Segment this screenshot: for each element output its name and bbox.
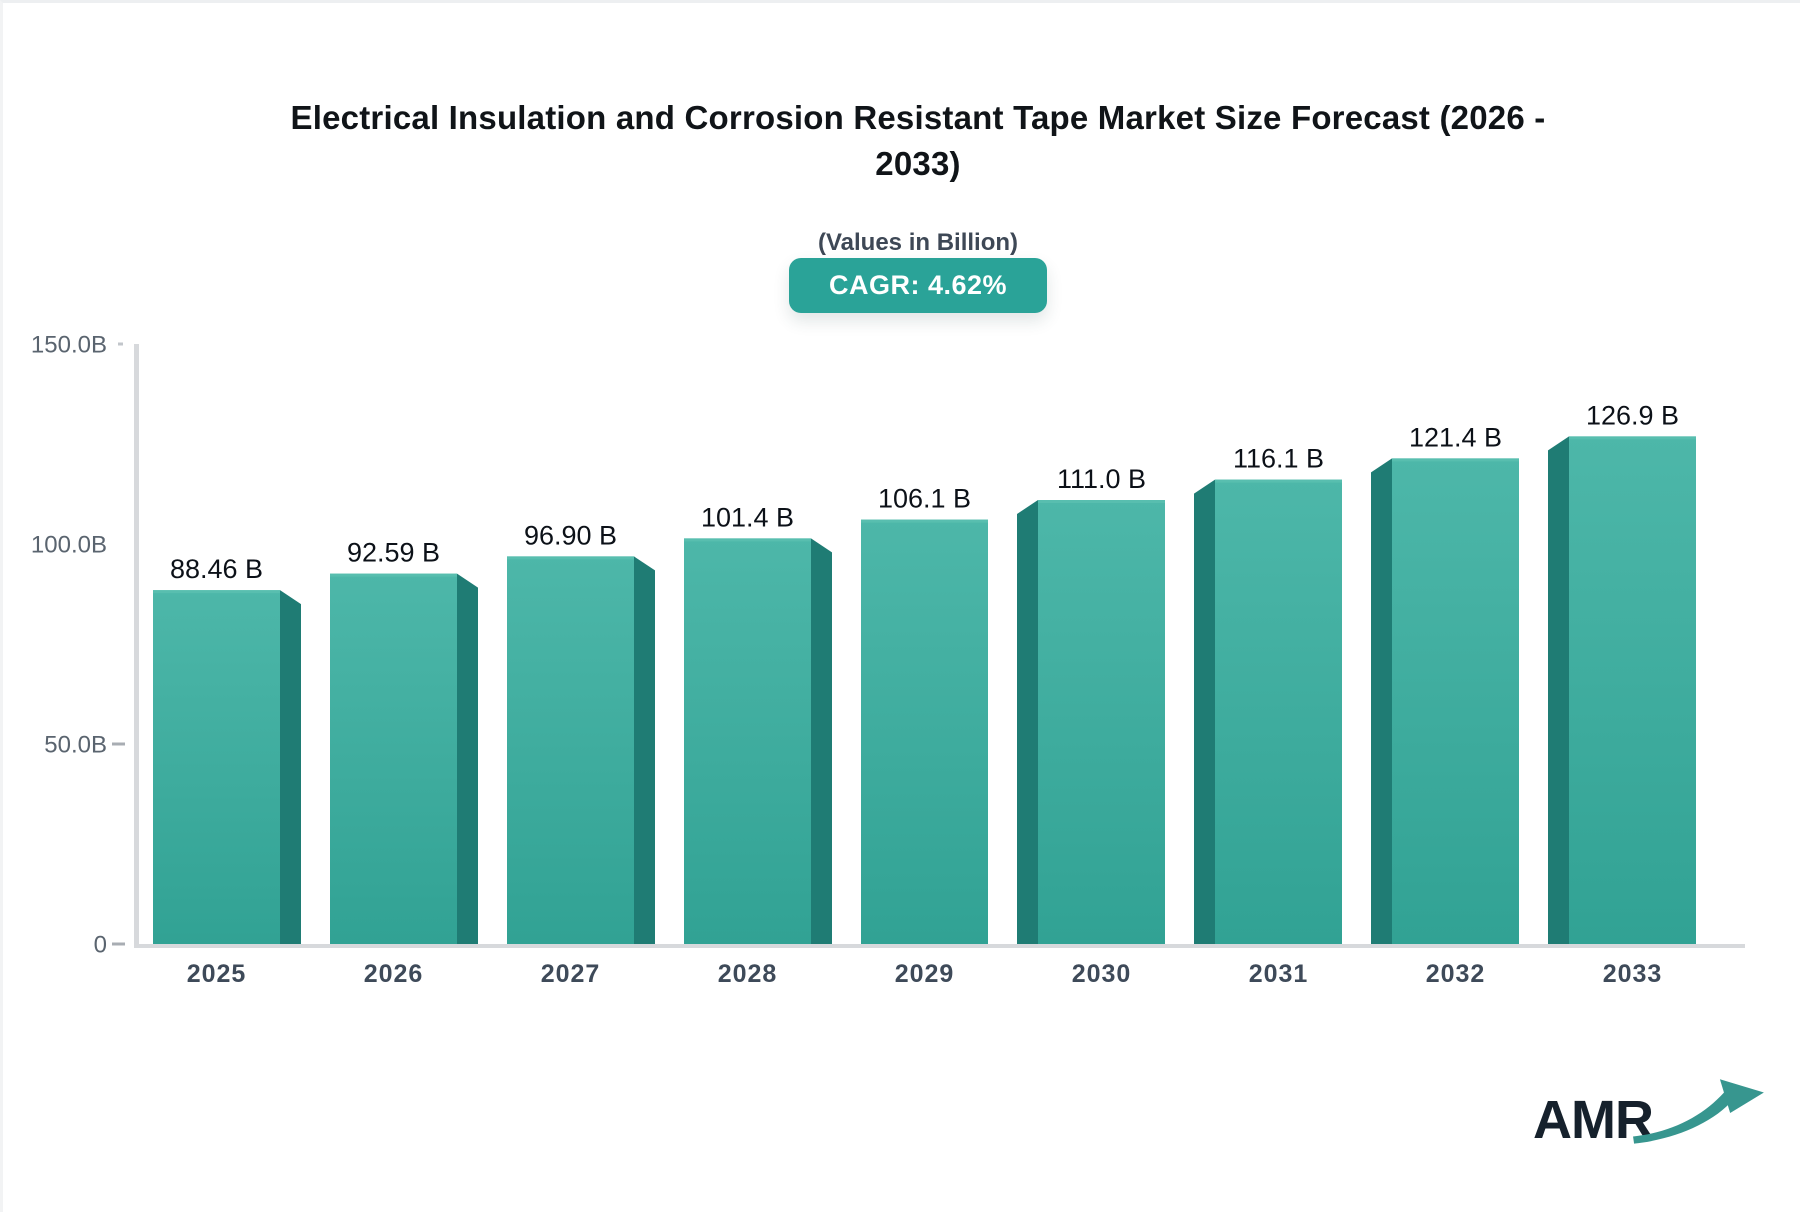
chart-title-line-1: Electrical Insulation and Corrosion Resi… [290, 99, 1546, 136]
bar-2026 [330, 573, 478, 944]
x-axis-label: 2028 [718, 960, 778, 988]
bar-value-label: 121.4 B [1409, 422, 1502, 452]
bar-face [684, 538, 811, 944]
chart-title: Electrical Insulation and Corrosion Resi… [33, 95, 1800, 187]
x-axis-label: 2030 [1072, 960, 1132, 988]
cagr-badge-row: CAGR: 4.62% [33, 258, 1800, 313]
bar-2029 [861, 519, 988, 944]
bar-face [330, 573, 457, 944]
bar-chart-area: 0 50.0B 100.0B 150.0B 88.46 B 2025 92.59 B 2026… [3, 303, 1800, 1003]
bar-side-face [634, 556, 655, 944]
x-axis-label: 2027 [541, 960, 601, 988]
bar-side-face [457, 573, 478, 944]
y-tick-label: 50.0B [44, 732, 107, 759]
bar-value-label: 106.1 B [878, 484, 971, 514]
bar-side-face [1194, 479, 1215, 944]
amr-logo: AMR [1533, 1079, 1773, 1169]
bar-2030 [1017, 500, 1165, 944]
bar-2032 [1371, 458, 1519, 944]
bar-side-face [1371, 458, 1392, 944]
bar-2027 [507, 556, 655, 944]
y-tick-label: 150.0B [31, 332, 107, 359]
bar-2028 [684, 538, 832, 944]
bar-value-label: 111.0 B [1057, 464, 1146, 494]
y-tick-label: 0 [94, 932, 107, 959]
y-tick-label: 100.0B [31, 532, 107, 559]
bar-face [1569, 436, 1696, 944]
bar-2031 [1194, 479, 1342, 944]
growth-arrow-icon [1633, 1079, 1764, 1144]
bar-side-face [811, 538, 832, 944]
chart-subtitle: (Values in Billion) [817, 229, 1019, 256]
bar-value-label: 92.59 B [347, 538, 440, 568]
x-axis-label: 2029 [895, 960, 955, 988]
bar-side-face [280, 590, 301, 944]
bar-face [1392, 458, 1519, 944]
bar-face [1038, 500, 1165, 944]
chart-title-line-2: 2033) [875, 145, 961, 182]
bar-face [1215, 479, 1342, 944]
bar-face [507, 556, 634, 944]
axis-layer [112, 342, 1745, 948]
bar-side-face [1548, 436, 1569, 944]
bar-value-label: 116.1 B [1233, 444, 1324, 474]
bar-face [861, 519, 988, 944]
labels-layer: 0 50.0B 100.0B 150.0B 88.46 B 2025 92.59 B 2026… [31, 332, 1679, 989]
bar-value-label: 101.4 B [701, 502, 794, 532]
x-axis-label: 2032 [1426, 960, 1486, 988]
x-axis-label: 2031 [1249, 960, 1309, 988]
x-axis-label: 2033 [1603, 960, 1663, 988]
bar-value-label: 88.46 B [170, 554, 263, 584]
bar-value-label: 96.90 B [524, 520, 617, 550]
bar-value-label: 126.9 B [1586, 400, 1679, 430]
x-axis-label: 2026 [364, 960, 424, 988]
x-axis-label: 2025 [187, 960, 247, 988]
bar-side-face [1017, 500, 1038, 944]
bar-chart: 0 50.0B 100.0B 150.0B 88.46 B 2025 92.59 B 2026… [31, 332, 1745, 989]
bar-face [153, 590, 280, 944]
bar-2025 [153, 590, 301, 944]
bar-2033 [1548, 436, 1696, 944]
bars-layer [153, 436, 1696, 944]
cagr-badge: CAGR: 4.62% [788, 258, 1048, 313]
